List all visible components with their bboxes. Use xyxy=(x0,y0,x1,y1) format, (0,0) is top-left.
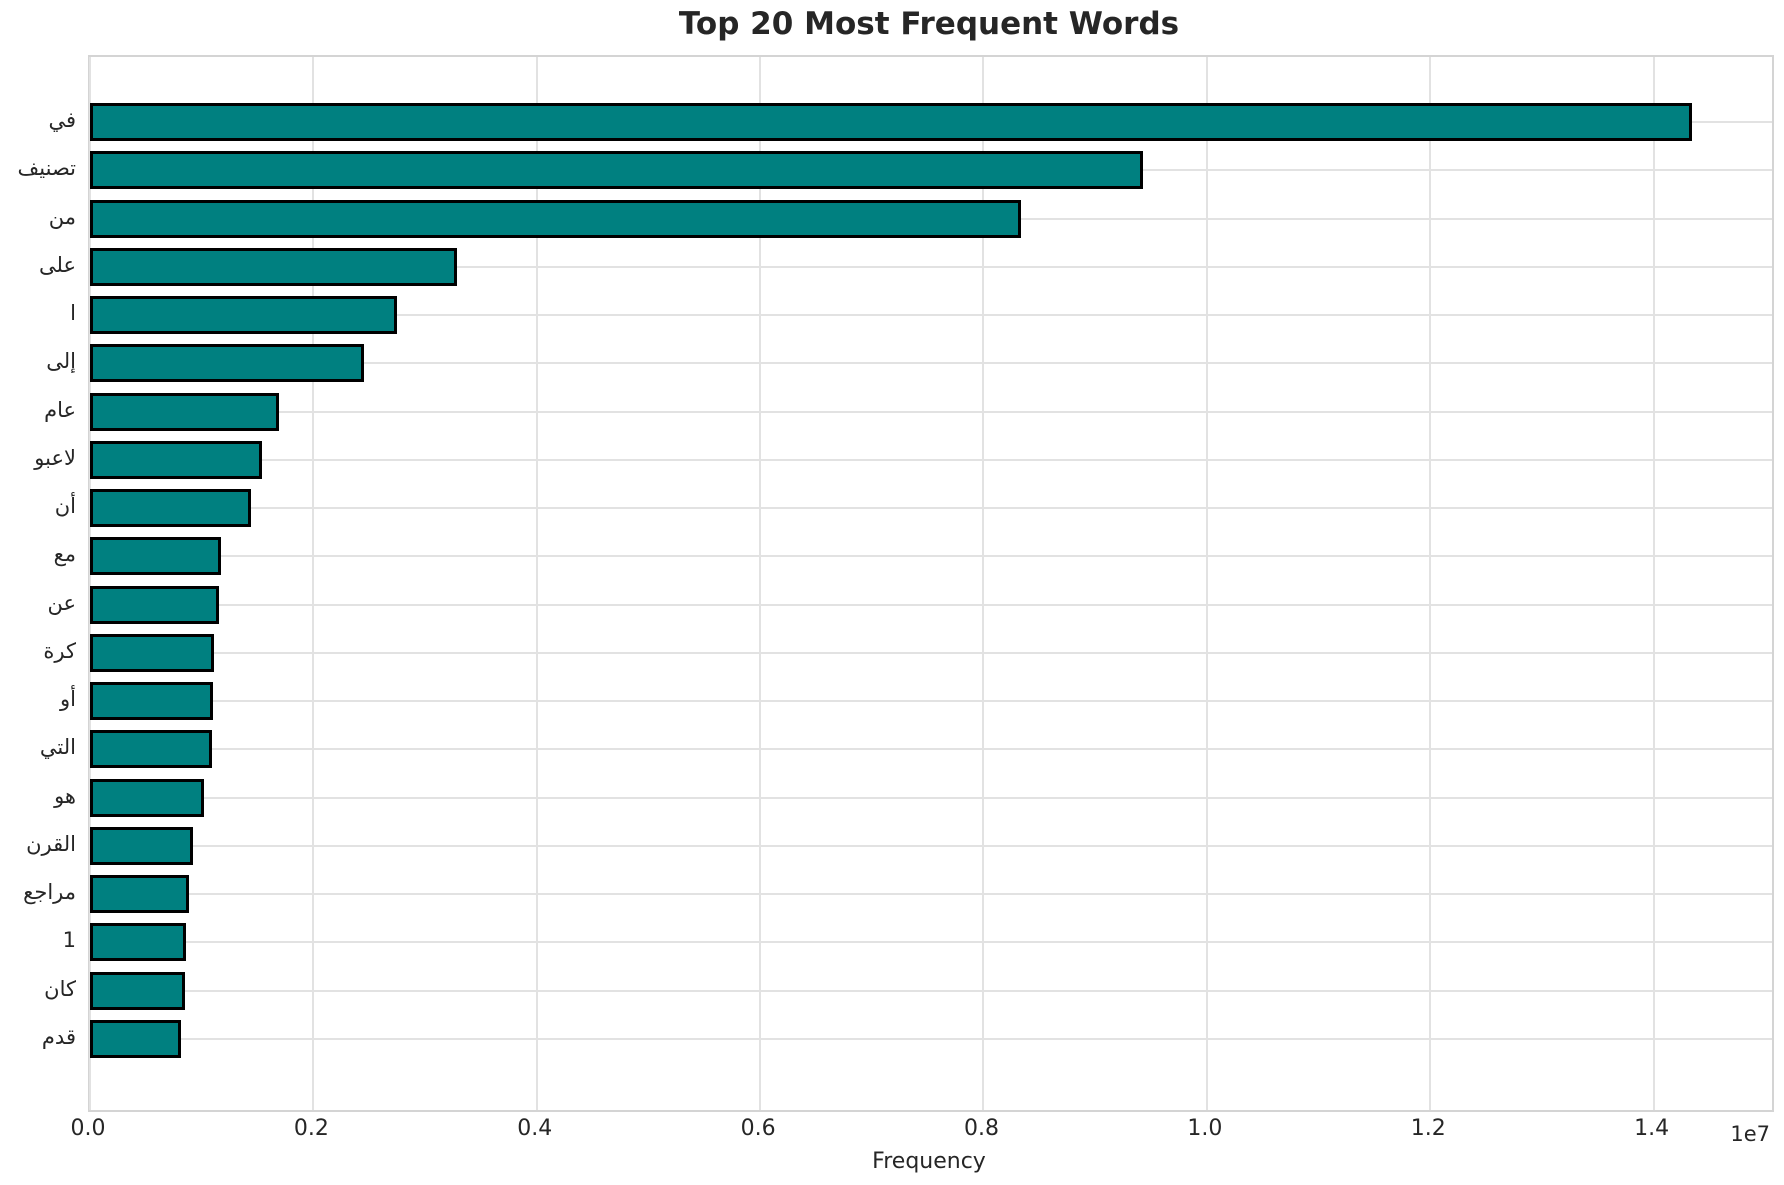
bar xyxy=(90,537,222,576)
vertical-gridline xyxy=(1205,57,1208,1110)
bar xyxy=(90,682,214,721)
bar xyxy=(90,151,1144,190)
bar xyxy=(90,199,1022,238)
horizontal-gridline xyxy=(90,507,1772,510)
bar xyxy=(90,585,219,624)
plot-area xyxy=(88,55,1774,1112)
horizontal-gridline xyxy=(90,989,1772,992)
y-tick-label: عن xyxy=(47,590,76,615)
y-tick-label: كرة xyxy=(43,638,76,663)
x-tick-label: 0.0 xyxy=(70,1116,106,1141)
bar xyxy=(90,633,214,672)
y-tick-label: تصنيف xyxy=(17,156,76,181)
horizontal-gridline xyxy=(90,844,1772,847)
horizontal-gridline xyxy=(90,362,1772,365)
bar xyxy=(90,392,279,431)
horizontal-gridline xyxy=(90,941,1772,944)
bar xyxy=(90,826,193,865)
y-tick-label: كان xyxy=(44,976,76,1001)
horizontal-gridline xyxy=(90,1037,1772,1040)
vertical-gridline xyxy=(535,57,538,1110)
bar xyxy=(90,971,186,1010)
y-tick-label: القرن xyxy=(26,831,76,856)
x-tick-label: 0.6 xyxy=(740,1116,776,1141)
vertical-gridline xyxy=(312,57,315,1110)
vertical-gridline xyxy=(982,57,985,1110)
y-tick-label: مع xyxy=(53,542,76,567)
horizontal-gridline xyxy=(90,651,1772,654)
vertical-gridline xyxy=(1429,57,1432,1110)
horizontal-gridline xyxy=(90,796,1772,799)
y-tick-label: قدم xyxy=(41,1024,76,1049)
y-tick-label: مراجع xyxy=(23,880,76,905)
bar xyxy=(90,1019,182,1058)
horizontal-gridline xyxy=(90,555,1772,558)
y-tick-label: عام xyxy=(44,397,76,422)
bar xyxy=(90,440,262,479)
bar xyxy=(90,103,1692,141)
chart-title: Top 20 Most Frequent Words xyxy=(678,6,1180,42)
horizontal-gridline xyxy=(90,410,1772,413)
y-tick-label: 1 xyxy=(62,928,76,953)
bar xyxy=(90,730,212,769)
axis-offset-text: 1e7 xyxy=(1730,1122,1770,1146)
y-tick-label: أو xyxy=(60,687,76,712)
vertical-gridline xyxy=(759,57,762,1110)
horizontal-gridline xyxy=(90,458,1772,461)
y-tick-label: هو xyxy=(54,783,76,808)
y-tick-label: ا xyxy=(70,301,76,326)
horizontal-gridline xyxy=(90,700,1772,703)
bar xyxy=(90,247,458,286)
y-tick-label: التي xyxy=(39,735,76,760)
x-tick-label: 0.2 xyxy=(293,1116,329,1141)
y-tick-label: على xyxy=(39,252,76,277)
y-tick-label: إلى xyxy=(46,349,76,374)
x-tick-label: 0.8 xyxy=(963,1116,999,1141)
horizontal-gridline xyxy=(90,314,1772,317)
x-tick-label: 1.0 xyxy=(1187,1116,1223,1141)
bar xyxy=(90,875,189,914)
horizontal-gridline xyxy=(90,265,1772,268)
x-tick-label: 1.2 xyxy=(1410,1116,1446,1141)
y-tick-label: من xyxy=(48,204,76,229)
horizontal-gridline xyxy=(90,893,1772,896)
bar xyxy=(90,778,204,817)
vertical-gridline xyxy=(89,57,91,1110)
bar xyxy=(90,296,398,335)
vertical-gridline xyxy=(1652,57,1655,1110)
horizontal-gridline xyxy=(90,748,1772,751)
x-tick-label: 1.4 xyxy=(1634,1116,1670,1141)
y-tick-label: أن xyxy=(54,494,76,519)
bar xyxy=(90,344,364,383)
bar xyxy=(90,923,187,962)
x-axis-label: Frequency xyxy=(872,1149,986,1174)
bar xyxy=(90,489,251,528)
y-tick-label: لاعبو xyxy=(34,445,76,470)
x-tick-label: 0.4 xyxy=(517,1116,553,1141)
horizontal-gridline xyxy=(90,603,1772,606)
y-tick-label: في xyxy=(48,108,76,132)
